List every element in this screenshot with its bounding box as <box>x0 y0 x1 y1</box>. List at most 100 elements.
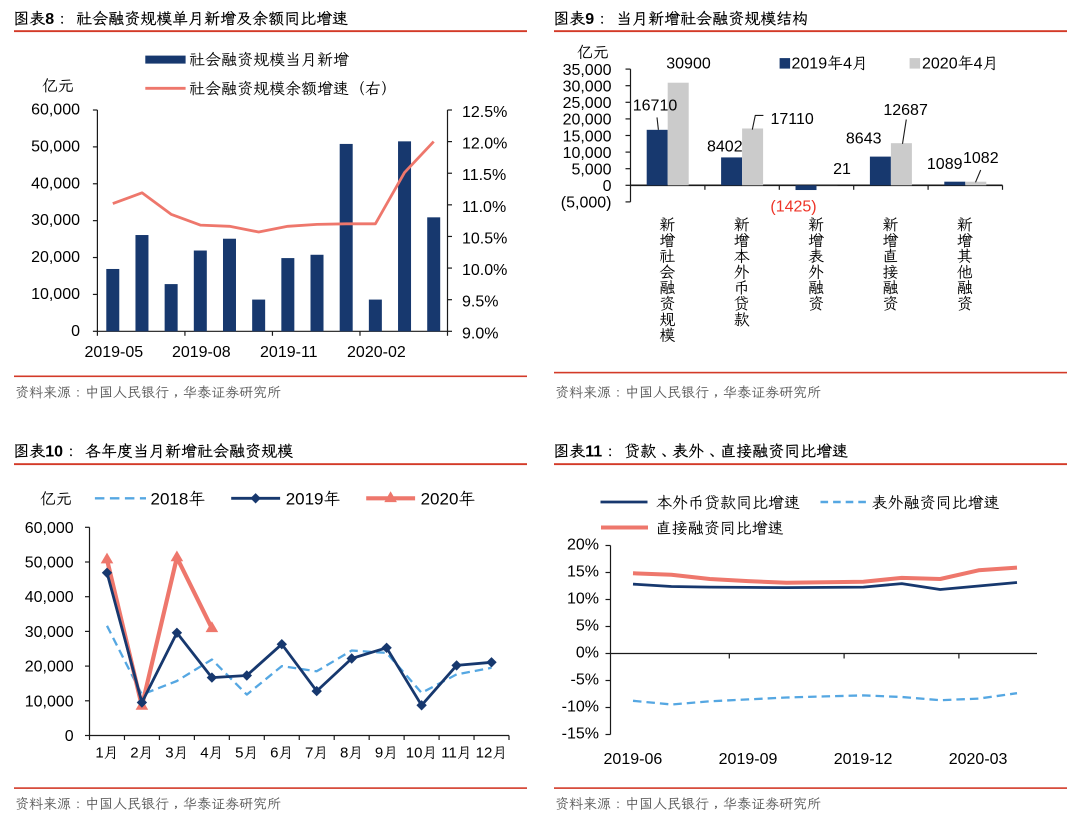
svg-text:5,000: 5,000 <box>571 162 611 179</box>
svg-text:图表8：社会融资规模单月新增及余额同比增速: 图表8： 社会融资规模单月新增及余额同比增速 <box>13 10 348 28</box>
svg-text:10.5%: 10.5% <box>462 231 507 248</box>
svg-text:2020年: 2020年 <box>421 489 476 508</box>
svg-text:7月: 7月 <box>305 745 328 762</box>
svg-text:15,000: 15,000 <box>563 128 612 145</box>
svg-text:2020-02: 2020-02 <box>347 344 406 361</box>
svg-text:21: 21 <box>833 161 851 178</box>
svg-text:社会融资规模当月新增: 社会融资规模当月新增 <box>189 51 349 69</box>
svg-text:资: 资 <box>882 295 898 313</box>
svg-text:0: 0 <box>603 178 612 195</box>
svg-text:2019-12: 2019-12 <box>834 751 893 768</box>
svg-text:12月: 12月 <box>476 745 508 762</box>
svg-text:接: 接 <box>882 264 898 281</box>
svg-text:亿元: 亿元 <box>577 45 609 62</box>
svg-text:30900: 30900 <box>666 56 711 73</box>
svg-text:17110: 17110 <box>771 111 814 128</box>
svg-text:30,000: 30,000 <box>31 212 80 229</box>
svg-text:-15%: -15% <box>562 726 599 743</box>
svg-text:20,000: 20,000 <box>563 112 612 129</box>
svg-text:0%: 0% <box>576 645 599 662</box>
svg-text:新: 新 <box>882 217 898 234</box>
svg-text:11月: 11月 <box>441 745 472 762</box>
svg-text:2月: 2月 <box>130 745 153 762</box>
svg-text:新: 新 <box>808 217 824 234</box>
svg-text:图表9：当月新增社会融资规模结构: 图表9： 当月新增社会融资规模结构 <box>553 10 808 28</box>
svg-text:资料来源：中国人民银行，华泰证券研究所: 资料来源：中国人民银行，华泰证券研究所 <box>15 796 281 812</box>
svg-text:资料来源：中国人民银行，华泰证券研究所: 资料来源：中国人民银行，华泰证券研究所 <box>555 384 821 400</box>
svg-text:20,000: 20,000 <box>31 249 80 266</box>
svg-text:2019-08: 2019-08 <box>172 344 231 361</box>
svg-text:10.0%: 10.0% <box>462 262 507 279</box>
svg-text:10,000: 10,000 <box>31 286 80 303</box>
svg-text:60,000: 60,000 <box>31 102 80 119</box>
svg-text:-5%: -5% <box>571 672 599 689</box>
svg-text:图表11：贷款、表外、直接融资同比增速: 图表11： 贷款、表外、直接融资同比增速 <box>553 443 848 461</box>
svg-text:60,000: 60,000 <box>25 520 74 537</box>
svg-text:15%: 15% <box>567 564 599 581</box>
svg-text:2020-03: 2020-03 <box>949 751 1008 768</box>
svg-text:(5,000): (5,000) <box>561 195 612 212</box>
svg-text:20%: 20% <box>567 537 599 554</box>
svg-text:10%: 10% <box>567 591 599 608</box>
svg-text:30,000: 30,000 <box>563 79 612 96</box>
svg-text:增: 增 <box>882 233 898 250</box>
svg-text:款: 款 <box>734 312 750 329</box>
svg-text:本: 本 <box>734 248 750 266</box>
svg-text:社: 社 <box>659 249 675 266</box>
svg-text:(1425): (1425) <box>770 198 816 215</box>
svg-text:会: 会 <box>659 263 675 281</box>
svg-text:2020年4月: 2020年4月 <box>922 55 999 73</box>
svg-text:20,000: 20,000 <box>25 659 74 676</box>
svg-text:16710: 16710 <box>633 98 678 115</box>
svg-text:1089: 1089 <box>927 156 963 173</box>
svg-text:5%: 5% <box>576 618 599 635</box>
svg-text:贷: 贷 <box>734 296 750 313</box>
svg-text:增: 增 <box>957 233 973 250</box>
svg-text:图表10：各年度当月新增社会融资规模: 图表10： 各年度当月新增社会融资规模 <box>13 443 293 461</box>
svg-text:规: 规 <box>659 312 675 329</box>
svg-text:12.0%: 12.0% <box>462 136 507 153</box>
svg-text:2019年: 2019年 <box>286 489 341 508</box>
svg-text:0: 0 <box>65 728 74 745</box>
svg-text:资: 资 <box>808 295 824 313</box>
svg-text:资料来源：中国人民银行，华泰证券研究所: 资料来源：中国人民银行，华泰证券研究所 <box>555 796 821 812</box>
svg-text:2019-11: 2019-11 <box>260 344 318 361</box>
svg-text:8402: 8402 <box>707 138 743 155</box>
svg-text:10,000: 10,000 <box>25 693 74 710</box>
svg-text:其: 其 <box>957 248 973 266</box>
svg-text:25,000: 25,000 <box>563 95 612 112</box>
svg-text:0: 0 <box>71 323 80 340</box>
svg-text:10月: 10月 <box>406 745 438 762</box>
svg-text:亿元: 亿元 <box>40 491 72 508</box>
svg-text:新: 新 <box>734 217 750 234</box>
svg-text:8月: 8月 <box>340 745 363 762</box>
svg-text:50,000: 50,000 <box>31 139 80 156</box>
svg-text:12687: 12687 <box>883 102 928 119</box>
svg-text:本外币贷款同比增速: 本外币贷款同比增速 <box>656 494 800 512</box>
svg-text:融: 融 <box>808 280 824 297</box>
svg-text:融: 融 <box>957 280 973 297</box>
svg-text:资料来源：中国人民银行，华泰证券研究所: 资料来源：中国人民银行，华泰证券研究所 <box>15 384 281 400</box>
svg-text:11.0%: 11.0% <box>462 199 506 216</box>
svg-text:增: 增 <box>734 233 750 250</box>
svg-text:他: 他 <box>957 264 973 281</box>
svg-text:增: 增 <box>659 233 675 250</box>
svg-text:表外融资同比增速: 表外融资同比增速 <box>872 494 1000 512</box>
svg-text:30,000: 30,000 <box>25 624 74 641</box>
svg-text:40,000: 40,000 <box>25 589 74 606</box>
svg-text:1月: 1月 <box>95 745 118 762</box>
svg-text:表: 表 <box>808 248 824 266</box>
svg-text:2019-05: 2019-05 <box>84 344 143 361</box>
svg-text:1082: 1082 <box>963 150 999 167</box>
svg-text:2019-09: 2019-09 <box>719 751 778 768</box>
svg-text:亿元: 亿元 <box>42 78 74 95</box>
svg-text:9月: 9月 <box>375 745 398 762</box>
svg-text:资: 资 <box>957 295 973 313</box>
svg-text:9.5%: 9.5% <box>462 294 498 311</box>
svg-text:增: 增 <box>808 233 824 250</box>
svg-text:10,000: 10,000 <box>563 145 612 162</box>
svg-text:直: 直 <box>882 248 898 266</box>
svg-text:5月: 5月 <box>235 745 258 762</box>
svg-text:币: 币 <box>734 280 750 297</box>
svg-text:2019年4月: 2019年4月 <box>792 55 869 73</box>
